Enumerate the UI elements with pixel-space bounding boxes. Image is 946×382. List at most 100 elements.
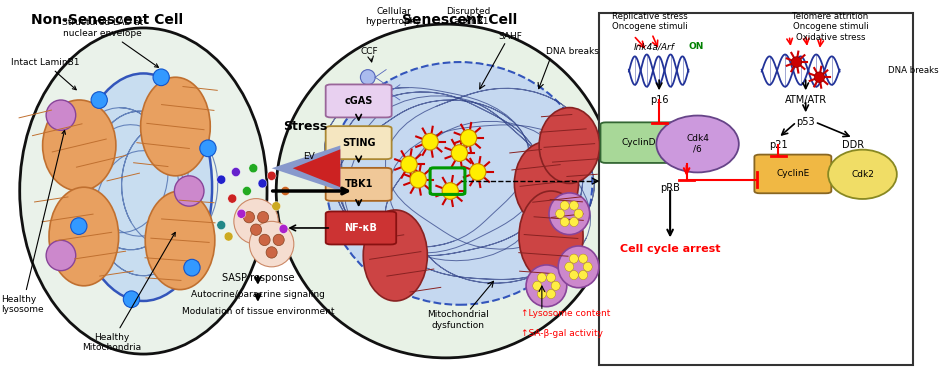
- Ellipse shape: [249, 164, 257, 173]
- Ellipse shape: [537, 273, 546, 282]
- Ellipse shape: [49, 187, 118, 286]
- Ellipse shape: [442, 183, 459, 199]
- Ellipse shape: [375, 85, 389, 100]
- Text: Disrupted
LaminB1: Disrupted LaminB1: [447, 7, 491, 26]
- Ellipse shape: [217, 175, 226, 184]
- Ellipse shape: [266, 247, 277, 258]
- Ellipse shape: [533, 281, 542, 290]
- Ellipse shape: [579, 270, 587, 280]
- Ellipse shape: [232, 167, 240, 176]
- Ellipse shape: [815, 72, 825, 83]
- Text: Senescent Cell: Senescent Cell: [402, 13, 517, 27]
- Ellipse shape: [257, 212, 269, 223]
- Text: NF-κB: NF-κB: [344, 223, 377, 233]
- Ellipse shape: [279, 224, 288, 233]
- Ellipse shape: [452, 146, 466, 161]
- Text: Structured LAD at
nuclear envelope: Structured LAD at nuclear envelope: [61, 18, 158, 67]
- Ellipse shape: [402, 157, 416, 172]
- Ellipse shape: [574, 209, 583, 218]
- Ellipse shape: [558, 246, 599, 288]
- Text: p53: p53: [797, 117, 815, 128]
- Text: Autocrine/paracrine signaling: Autocrine/paracrine signaling: [191, 290, 324, 299]
- Ellipse shape: [153, 69, 169, 86]
- Ellipse shape: [326, 62, 592, 305]
- Ellipse shape: [46, 100, 76, 130]
- Ellipse shape: [537, 290, 546, 299]
- FancyBboxPatch shape: [754, 155, 832, 193]
- Ellipse shape: [259, 234, 271, 246]
- Ellipse shape: [451, 145, 467, 162]
- Text: CyclinD: CyclinD: [622, 138, 657, 147]
- Ellipse shape: [519, 191, 583, 282]
- Ellipse shape: [250, 221, 294, 267]
- Ellipse shape: [547, 290, 555, 299]
- Ellipse shape: [363, 210, 428, 301]
- Ellipse shape: [469, 164, 486, 180]
- Text: Intact LaminB1: Intact LaminB1: [10, 58, 79, 90]
- Ellipse shape: [71, 218, 87, 235]
- Text: Ink4a/Arf: Ink4a/Arf: [634, 42, 674, 52]
- Text: CyclinE: CyclinE: [777, 170, 810, 178]
- Ellipse shape: [184, 259, 201, 276]
- Text: Cell cycle arrest: Cell cycle arrest: [620, 244, 720, 254]
- Ellipse shape: [470, 165, 485, 180]
- Text: CCF: CCF: [360, 47, 378, 56]
- Text: Healthy
lysosome: Healthy lysosome: [1, 130, 65, 314]
- Ellipse shape: [20, 28, 267, 354]
- FancyBboxPatch shape: [325, 212, 396, 244]
- Ellipse shape: [273, 234, 284, 246]
- Ellipse shape: [422, 133, 438, 150]
- Ellipse shape: [579, 254, 587, 263]
- Ellipse shape: [410, 171, 427, 188]
- Text: DNA breaks: DNA breaks: [546, 47, 599, 56]
- Text: DNA breaks: DNA breaks: [888, 66, 938, 75]
- Text: DDR: DDR: [842, 140, 865, 150]
- Ellipse shape: [792, 57, 801, 67]
- Text: Modulation of tissue environment: Modulation of tissue environment: [182, 307, 334, 316]
- Polygon shape: [272, 146, 341, 191]
- Text: Replicative stress
Oncogene stimuli: Replicative stress Oncogene stimuli: [612, 12, 688, 31]
- Ellipse shape: [560, 201, 569, 210]
- Ellipse shape: [224, 232, 233, 241]
- Ellipse shape: [565, 262, 573, 271]
- Ellipse shape: [401, 156, 417, 173]
- Text: pRB: pRB: [660, 183, 680, 193]
- Text: ON: ON: [689, 42, 704, 52]
- Ellipse shape: [242, 186, 252, 196]
- Ellipse shape: [547, 273, 555, 282]
- Ellipse shape: [75, 73, 212, 301]
- Text: Cellular
hypertrophy: Cellular hypertrophy: [365, 7, 421, 26]
- Ellipse shape: [236, 209, 246, 218]
- Text: cGAS: cGAS: [344, 96, 373, 106]
- Ellipse shape: [828, 150, 897, 199]
- Ellipse shape: [515, 142, 579, 225]
- FancyBboxPatch shape: [601, 122, 677, 163]
- Ellipse shape: [217, 220, 226, 230]
- Ellipse shape: [356, 92, 371, 108]
- Ellipse shape: [569, 254, 578, 263]
- Ellipse shape: [549, 193, 589, 235]
- Text: Telomere attrition
Oncogene stimuli
Oxidative stress: Telomere attrition Oncogene stimuli Oxid…: [793, 12, 868, 42]
- Ellipse shape: [91, 92, 107, 108]
- Ellipse shape: [411, 172, 426, 187]
- Text: Cdk4
/6: Cdk4 /6: [686, 134, 710, 154]
- Ellipse shape: [145, 191, 215, 290]
- Text: Cdk2: Cdk2: [851, 170, 874, 179]
- Text: Non-Senescent Cell: Non-Senescent Cell: [30, 13, 183, 27]
- Ellipse shape: [141, 77, 210, 176]
- Text: Healthy
Mitochondria: Healthy Mitochondria: [81, 232, 175, 352]
- Ellipse shape: [539, 108, 600, 183]
- Ellipse shape: [174, 176, 204, 206]
- FancyBboxPatch shape: [325, 84, 392, 117]
- Ellipse shape: [526, 265, 567, 307]
- Ellipse shape: [552, 281, 560, 290]
- Ellipse shape: [569, 270, 578, 280]
- Text: Stress: Stress: [284, 120, 327, 133]
- Text: STING: STING: [342, 138, 376, 148]
- Ellipse shape: [200, 140, 216, 157]
- Ellipse shape: [569, 201, 578, 210]
- Ellipse shape: [43, 100, 116, 191]
- Ellipse shape: [258, 179, 267, 188]
- Ellipse shape: [555, 209, 565, 218]
- Ellipse shape: [276, 24, 615, 358]
